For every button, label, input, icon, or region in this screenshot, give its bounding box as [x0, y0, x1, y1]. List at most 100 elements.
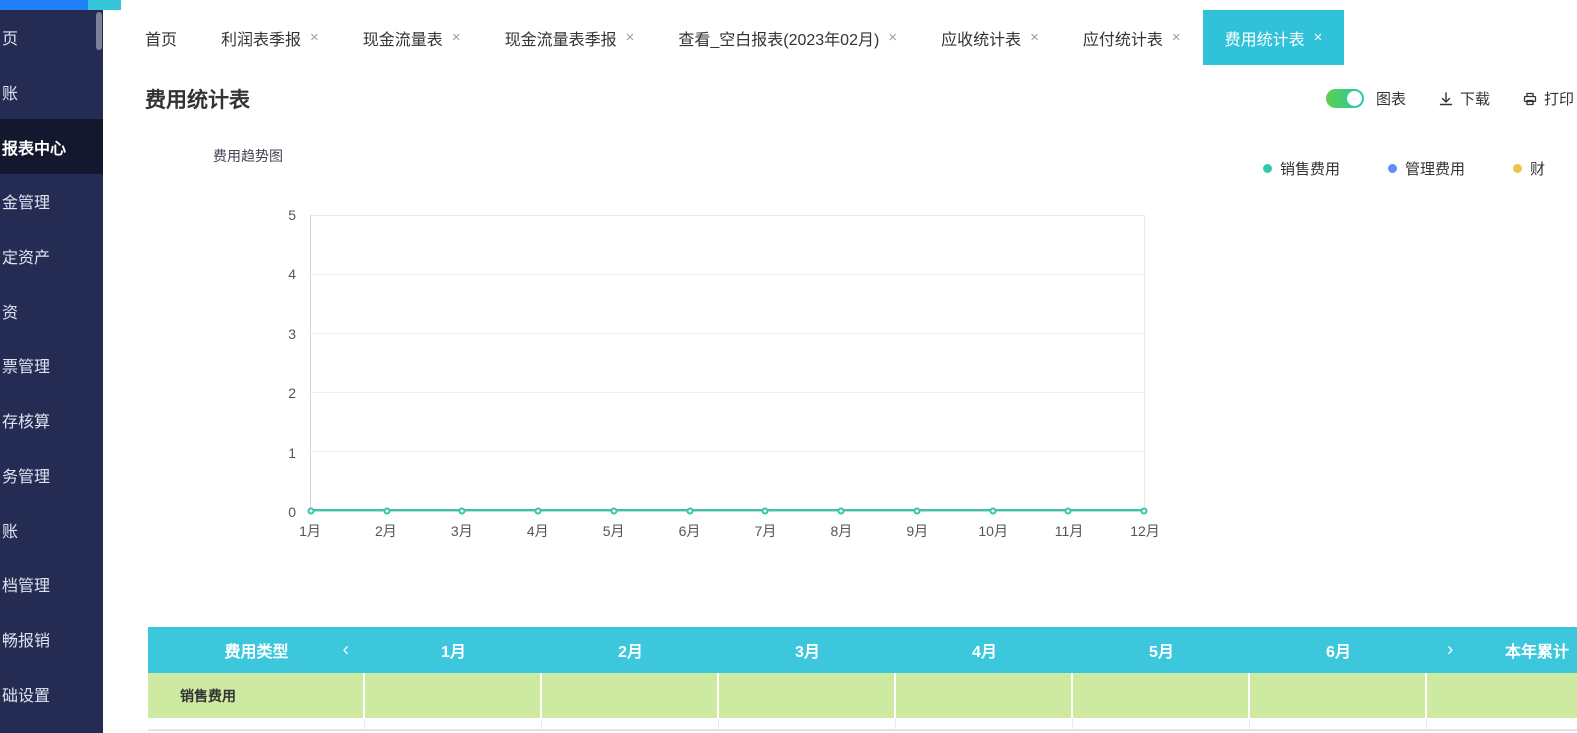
x-axis-label: 12月: [1130, 523, 1160, 539]
legend-dot-icon: [1513, 164, 1523, 173]
close-icon[interactable]: ×: [1171, 29, 1181, 46]
close-icon[interactable]: ×: [451, 29, 461, 46]
close-icon[interactable]: ×: [310, 29, 319, 46]
tab-item[interactable]: 首页: [123, 10, 199, 65]
close-icon[interactable]: ×: [888, 29, 898, 46]
value-cell: [365, 718, 542, 729]
value-cell: [719, 718, 896, 729]
sidebar-item[interactable]: 资: [0, 283, 103, 338]
tab-label: 利润表季报: [221, 31, 302, 49]
column-header-label: 4月: [972, 644, 997, 661]
column-header-label: 6月: [1326, 644, 1351, 661]
close-icon[interactable]: ×: [1313, 29, 1323, 46]
toggle-label: 图表: [1376, 91, 1407, 108]
gridline: [311, 392, 1144, 393]
data-point-marker[interactable]: [307, 507, 315, 515]
sidebar-item[interactable]: 账: [0, 502, 103, 557]
gridline: [311, 274, 1144, 275]
legend-label: 财: [1530, 161, 1546, 178]
y-axis: 0 1 2 3 4 5: [260, 207, 300, 520]
chart-view-toggle[interactable]: [1326, 89, 1364, 108]
value-cell: [1250, 718, 1427, 729]
x-axis-label: 10月: [978, 523, 1008, 539]
value-cell: [1073, 673, 1250, 718]
tab-item[interactable]: 应付统计表 ×: [1061, 10, 1203, 65]
tab-label: 费用统计表: [1224, 31, 1305, 49]
tab-item[interactable]: 现金流量表 ×: [341, 10, 483, 65]
sidebar-item[interactable]: 务管理: [0, 448, 103, 503]
x-axis-label: 3月: [450, 523, 473, 539]
data-point-marker[interactable]: [458, 507, 466, 515]
column-header-month: 1月: [365, 627, 542, 673]
data-point-marker[interactable]: [761, 507, 769, 515]
data-point-marker[interactable]: [534, 507, 542, 515]
x-axis-label: 9月: [906, 523, 929, 539]
page-title: 费用统计表: [145, 89, 250, 112]
sidebar-item-report-center[interactable]: 报表中心: [0, 119, 103, 175]
download-icon: [1439, 91, 1453, 105]
sidebar-item-label: 务管理: [2, 468, 51, 486]
column-header-label: 5月: [1149, 644, 1174, 661]
print-label: 打印: [1544, 91, 1575, 108]
value-cell: [542, 673, 719, 718]
chart-legend: 销售费用 管理费用 财: [1263, 158, 1545, 179]
sidebar-item[interactable]: 定资产: [0, 229, 103, 284]
tab-item-active[interactable]: 费用统计表 ×: [1202, 10, 1345, 65]
value-cell: [1073, 718, 1250, 729]
data-point-marker[interactable]: [1140, 507, 1148, 515]
tab-label: 应收统计表: [941, 31, 1022, 49]
data-point-marker[interactable]: [989, 507, 997, 515]
sidebar: 页 账 报表中心 金管理 定资产 资 票管理 存核算 务管理 账 档管理 畅报销…: [0, 10, 103, 733]
sidebar-item[interactable]: 畅报销: [0, 612, 103, 667]
sidebar-item[interactable]: 票管理: [0, 338, 103, 393]
tab-item[interactable]: 现金流量表季报 ×: [483, 10, 657, 65]
tab-item[interactable]: 利润表季报 ×: [199, 10, 341, 65]
sidebar-scrollbar-thumb[interactable]: [96, 12, 102, 50]
data-point-marker[interactable]: [913, 507, 921, 515]
y-axis-label: 5: [288, 207, 296, 223]
legend-item[interactable]: 管理费用: [1388, 158, 1465, 179]
column-header-expense-type: 费用类型 ‹: [148, 627, 365, 673]
close-icon[interactable]: ×: [1030, 29, 1039, 46]
data-point-marker[interactable]: [610, 507, 618, 515]
tab-item[interactable]: 应收统计表 ×: [919, 10, 1061, 65]
sidebar-item[interactable]: 础设置: [0, 666, 103, 721]
column-header-month: 4月: [896, 627, 1073, 673]
data-point-marker[interactable]: [686, 507, 694, 515]
download-button[interactable]: 下载: [1438, 88, 1490, 109]
sidebar-item-label: 票管理: [2, 359, 51, 377]
row-label-cell: [148, 718, 365, 729]
legend-item[interactable]: 销售费用: [1263, 158, 1340, 179]
table-row[interactable]: 销售费用: [148, 673, 1577, 718]
sidebar-item[interactable]: 页: [0, 10, 103, 65]
column-header-month: 6月: [1250, 627, 1427, 673]
x-axis-label: 6月: [678, 523, 701, 539]
legend-item[interactable]: 财: [1513, 158, 1545, 179]
sidebar-item[interactable]: 档管理: [0, 557, 103, 612]
value-cell: [719, 673, 896, 718]
tab-label: 现金流量表季报: [504, 31, 617, 49]
sidebar-item[interactable]: 存核算: [0, 393, 103, 448]
x-axis-label: 11月: [1054, 523, 1084, 539]
data-point-marker[interactable]: [383, 507, 391, 515]
column-header-month: 3月: [719, 627, 896, 673]
sidebar-item[interactable]: 金管理: [0, 174, 103, 229]
data-point-marker[interactable]: [837, 507, 845, 515]
table-row[interactable]: [148, 718, 1577, 731]
x-axis-label: 1月: [299, 523, 321, 539]
tab-item[interactable]: 查看_空白报表(2023年02月) ×: [656, 10, 919, 65]
x-axis-label: 2月: [375, 523, 397, 539]
scroll-right-button[interactable]: ›: [1447, 639, 1454, 661]
sidebar-item-label: 报表中心: [2, 140, 67, 158]
sidebar-item-label: 畅报销: [2, 632, 51, 650]
tab-label: 应付统计表: [1082, 31, 1163, 49]
y-axis-label: 0: [288, 504, 296, 520]
scroll-left-button[interactable]: ‹: [342, 639, 349, 661]
sidebar-item-label: 定资产: [2, 250, 51, 268]
print-button[interactable]: 打印: [1522, 88, 1574, 109]
data-point-marker[interactable]: [1064, 507, 1072, 515]
sidebar-item[interactable]: 账: [0, 65, 103, 120]
value-cell: [365, 673, 542, 718]
close-icon[interactable]: ×: [625, 29, 635, 46]
